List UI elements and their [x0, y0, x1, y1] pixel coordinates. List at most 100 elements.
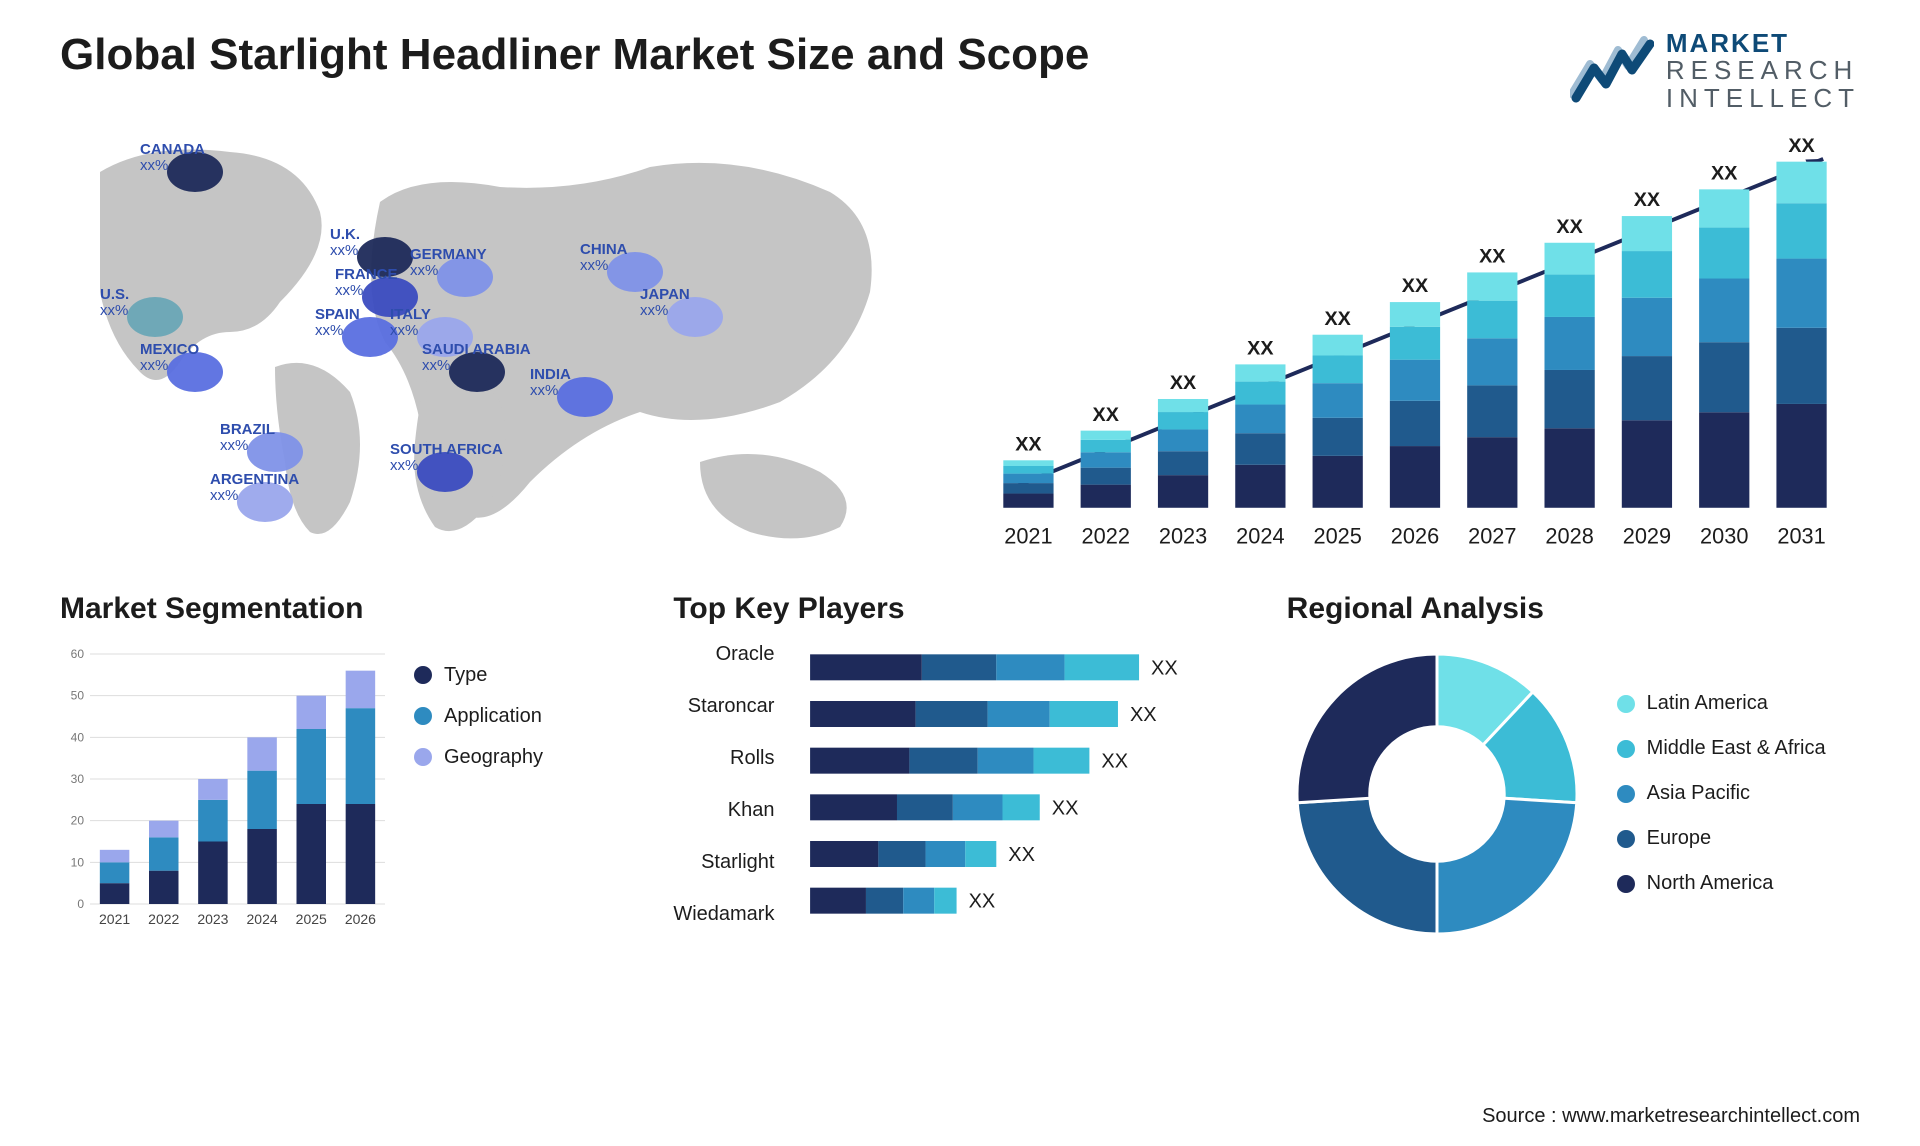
svg-text:40: 40: [71, 730, 85, 744]
svg-text:60: 60: [71, 647, 85, 661]
svg-text:2022: 2022: [148, 911, 179, 927]
players-chart: XXXXXXXXXXXX: [794, 644, 1246, 924]
svg-text:2026: 2026: [345, 911, 376, 927]
country-name: ITALY: [390, 306, 431, 323]
country-pct: xx%: [530, 383, 571, 400]
country-pct: xx%: [335, 283, 398, 300]
map-label-france: FRANCExx%: [335, 267, 398, 300]
country-name: U.K.: [330, 226, 360, 243]
bottom-row: Market Segmentation 0 10 20 30 40 50 60 2021 202…: [0, 572, 1920, 944]
country-name: BRAZIL: [220, 421, 275, 438]
map-label-canada: CANADAxx%: [140, 142, 205, 175]
swatch-icon: [1617, 785, 1635, 803]
player-label-wiedamark: Wiedamark: [673, 904, 774, 924]
source-label: Source : www.marketresearchintellect.com: [1482, 1105, 1860, 1128]
swatch-icon: [414, 707, 432, 725]
player-label-oracle: Oracle: [673, 644, 774, 664]
svg-text:XX: XX: [1324, 308, 1351, 330]
player-label-staroncar: Staroncar: [673, 696, 774, 716]
logo: MARKET RESEARCH INTELLECT: [1570, 30, 1860, 112]
svg-text:XX: XX: [1634, 189, 1661, 211]
reg-legend-latin-america: Latin America: [1617, 692, 1826, 715]
segmentation-title: Market Segmentation: [60, 592, 633, 626]
svg-text:2030: 2030: [1700, 523, 1748, 548]
svg-text:30: 30: [71, 772, 85, 786]
svg-text:XX: XX: [1009, 844, 1036, 866]
svg-text:2027: 2027: [1468, 523, 1516, 548]
country-name: MEXICO: [140, 341, 199, 358]
country-name: ARGENTINA: [210, 471, 299, 488]
svg-text:XX: XX: [1247, 337, 1274, 359]
country-name: CHINA: [580, 241, 628, 258]
swatch-icon: [1617, 740, 1635, 758]
swatch-icon: [1617, 875, 1635, 893]
regional-legend: Latin America Middle East & Africa Asia Pa…: [1617, 692, 1826, 895]
legend-label: Geography: [444, 746, 543, 769]
svg-text:0: 0: [77, 897, 84, 911]
country-pct: xx%: [140, 158, 205, 175]
page-title: Global Starlight Headliner Market Size a…: [60, 30, 1089, 80]
seg-legend-geography: Geography: [414, 746, 543, 769]
svg-text:2026: 2026: [1391, 523, 1439, 548]
seg-legend-type: Type: [414, 664, 543, 687]
svg-text:2031: 2031: [1777, 523, 1825, 548]
legend-label: Europe: [1647, 827, 1712, 850]
svg-text:2029: 2029: [1623, 523, 1671, 548]
player-label-rolls: Rolls: [673, 748, 774, 768]
country-pct: xx%: [100, 303, 129, 320]
player-label-starlight: Starlight: [673, 852, 774, 872]
seg-legend-application: Application: [414, 705, 543, 728]
legend-label: Asia Pacific: [1647, 782, 1750, 805]
country-name: JAPAN: [640, 286, 690, 303]
map-label-argentina: ARGENTINAxx%: [210, 472, 299, 505]
svg-text:XX: XX: [1152, 657, 1179, 679]
svg-text:2024: 2024: [247, 911, 278, 927]
country-pct: xx%: [410, 263, 487, 280]
country-pct: xx%: [315, 323, 360, 340]
legend-label: Middle East & Africa: [1647, 737, 1826, 760]
logo-text-intellect: INTELLECT: [1666, 85, 1860, 112]
player-label-khan: Khan: [673, 800, 774, 820]
map-label-brazil: BRAZILxx%: [220, 422, 275, 455]
country-name: FRANCE: [335, 266, 398, 283]
svg-text:2024: 2024: [1236, 523, 1284, 548]
map-label-italy: ITALYxx%: [390, 307, 431, 340]
map-label-mexico: MEXICOxx%: [140, 342, 199, 375]
legend-label: Latin America: [1647, 692, 1768, 715]
svg-text:XX: XX: [1170, 372, 1197, 394]
svg-text:2025: 2025: [296, 911, 327, 927]
legend-label: Application: [444, 705, 542, 728]
svg-text:10: 10: [71, 855, 85, 869]
svg-text:50: 50: [71, 689, 85, 703]
map-label-u-k-: U.K.xx%: [330, 227, 360, 260]
players-panel: Top Key Players OracleStaroncarRollsKhan…: [673, 592, 1246, 944]
players-labels: Oracle Staroncar Rolls Khan Starlight Wiedama…: [673, 644, 774, 924]
swatch-icon: [414, 748, 432, 766]
svg-text:2025: 2025: [1313, 523, 1361, 548]
regional-donut: [1287, 644, 1587, 944]
svg-text:XX: XX: [1402, 275, 1429, 297]
svg-text:XX: XX: [1788, 135, 1815, 157]
logo-icon: [1570, 36, 1654, 106]
country-pct: xx%: [580, 258, 628, 275]
growth-chart: XX2021XX2022XX2023XX2024XX2025XX2026XX20…: [970, 132, 1860, 562]
country-name: GERMANY: [410, 246, 487, 263]
top-row: CANADAxx%U.S.xx%MEXICOxx%BRAZILxx%ARGENT…: [0, 122, 1920, 572]
country-name: SAUDI ARABIA: [422, 341, 531, 358]
world-map: CANADAxx%U.S.xx%MEXICOxx%BRAZILxx%ARGENT…: [60, 132, 930, 562]
map-label-china: CHINAxx%: [580, 242, 628, 275]
growth-chart-svg: XX2021XX2022XX2023XX2024XX2025XX2026XX20…: [970, 132, 1860, 557]
country-pct: xx%: [640, 303, 690, 320]
svg-text:20: 20: [71, 814, 85, 828]
map-label-japan: JAPANxx%: [640, 287, 690, 320]
svg-text:XX: XX: [1479, 245, 1506, 267]
svg-text:XX: XX: [1015, 433, 1042, 455]
svg-text:2023: 2023: [1159, 523, 1207, 548]
swatch-icon: [414, 666, 432, 684]
svg-text:2023: 2023: [197, 911, 228, 927]
svg-text:2022: 2022: [1082, 523, 1130, 548]
map-label-india: INDIAxx%: [530, 367, 571, 400]
map-label-u-s-: U.S.xx%: [100, 287, 129, 320]
logo-text-research: RESEARCH: [1666, 57, 1860, 84]
svg-text:2021: 2021: [99, 911, 130, 927]
